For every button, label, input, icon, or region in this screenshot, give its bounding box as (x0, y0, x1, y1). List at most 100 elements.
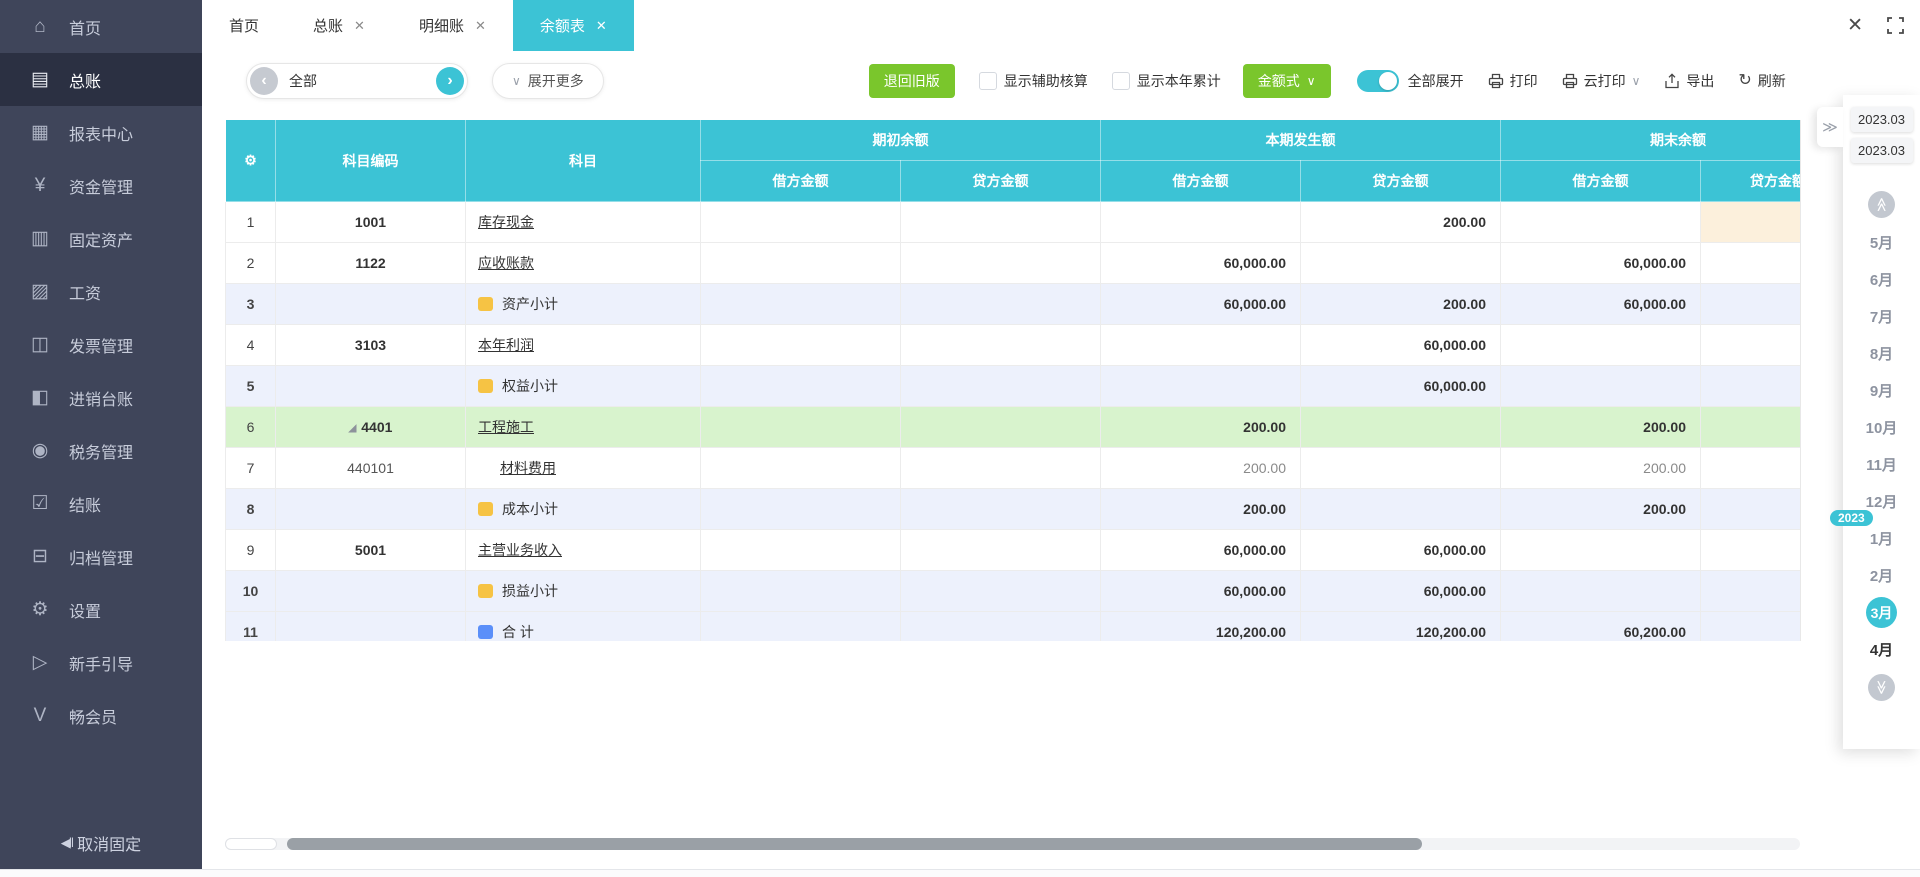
expand-triangle-icon[interactable]: ◢ (348, 423, 357, 434)
table-row[interactable]: 5 权益小计 60,000.00 (225, 365, 1800, 407)
sidebar-item-payroll[interactable]: ▨ 工资 (0, 265, 202, 318)
tab-close-icon[interactable]: ✕ (595, 17, 607, 33)
col-header-credit[interactable]: 贷方金额 (1700, 160, 1800, 202)
cloud-print-button[interactable]: 云打印 ∨ (1562, 71, 1640, 91)
show-ytd-checkbox[interactable]: 显示本年累计 (1111, 71, 1221, 91)
close-window-icon[interactable]: ✕ (1847, 15, 1863, 36)
group-header-opening-balance: 期初余额 (700, 120, 1101, 161)
month-item[interactable]: 3月 (1843, 594, 1920, 631)
month-item[interactable]: 5月 (1843, 224, 1920, 261)
col-header-subject-code[interactable]: 科目编码 (275, 120, 466, 202)
scrollbar-frozen-thumb[interactable] (225, 838, 277, 850)
back-to-old-version-button[interactable]: 退回旧版 (868, 63, 955, 98)
col-header-debit[interactable]: 借方金额 (700, 160, 901, 202)
scroll-months-down-icon[interactable]: ≫ (1868, 674, 1895, 701)
row-number: 11 (225, 611, 276, 641)
subject-code: 4401 (361, 419, 393, 435)
show-aux-checkbox[interactable]: 显示辅助核算 (978, 71, 1088, 91)
tab-home[interactable]: 首页 (202, 0, 286, 51)
sidebar-item-settings[interactable]: ⚙ 设置 (0, 583, 202, 636)
collapse-panel-handle[interactable]: ≫ (1817, 107, 1843, 147)
subject-name[interactable]: 库存现金 (478, 214, 534, 230)
table-row[interactable]: 6 ◢ 4401 工程施工 200.00 200.00 (225, 406, 1800, 448)
sidebar-item-fixed-assets[interactable]: ▥ 固定资产 (0, 212, 202, 265)
month-item[interactable]: 11月 (1843, 446, 1920, 483)
sidebar-item-invoice-management[interactable]: ◫ 发票管理 (0, 318, 202, 371)
month-item[interactable]: 4月 (1843, 631, 1920, 668)
fullscreen-icon[interactable] (1887, 17, 1904, 34)
print-button[interactable]: 打印 (1488, 71, 1538, 91)
sidebar-item-purchase-sale-ledger[interactable]: ◧ 进销台账 (0, 371, 202, 424)
table-row[interactable]: 2 1122 应收账款 60,000.00 60,000.00 (225, 242, 1800, 284)
amount-style-label: 金额式 (1257, 72, 1300, 89)
table-row[interactable]: 8 成本小计 200.00 200.00 (225, 488, 1800, 530)
checkbox-icon[interactable] (1111, 71, 1130, 90)
tab-bar: 首页 总账 ✕ 明细账 ✕ 余额表 ✕ ✕ (202, 0, 1920, 51)
subject-name[interactable]: 工程施工 (478, 419, 534, 435)
unpin-button[interactable]: ◀‖ 取消固定 (0, 831, 202, 855)
sidebar-item-general-ledger[interactable]: ▤ 总账 (0, 53, 202, 106)
tab-close-icon[interactable]: ✕ (474, 17, 486, 33)
table-row[interactable]: 9 5001 主营业务收入 60,000.00 60,000.00 (225, 529, 1800, 571)
period-to[interactable]: 2023.03 (1850, 138, 1913, 163)
sidebar-item-member[interactable]: V 畅会员 (0, 689, 202, 742)
column-settings-gear-icon[interactable]: ⚙ (225, 120, 276, 202)
expand-all-toggle-group: 全部展开 (1356, 69, 1464, 92)
checkbox-icon[interactable] (978, 71, 997, 90)
expand-more-button[interactable]: ∨ 展开更多 (492, 62, 604, 99)
tab-general-ledger[interactable]: 总账 ✕ (286, 0, 392, 51)
month-item[interactable]: 8月 (1843, 335, 1920, 372)
sidebar-item-report-center[interactable]: ▦ 报表中心 (0, 106, 202, 159)
table-row[interactable]: 11 合 计 120,200.00 120,200.00 60,200.00 (225, 611, 1800, 641)
subject-filter-select[interactable]: ‹ 全部 › (246, 62, 468, 99)
amount-style-dropdown-button[interactable]: 金额式 ∨ (1242, 63, 1331, 98)
col-header-subject[interactable]: 科目 (465, 120, 701, 202)
table-row[interactable]: 1 1001 库存现金 200.00 (225, 201, 1800, 243)
amount-cell (900, 324, 1101, 366)
tab-balance-sheet[interactable]: 余额表 ✕ (512, 0, 634, 51)
sidebar-item-home[interactable]: ⌂ 首页 (0, 0, 202, 53)
amount-cell (1300, 447, 1501, 489)
col-header-credit[interactable]: 贷方金额 (1300, 160, 1501, 202)
month-item[interactable]: 1月 2023 (1830, 510, 1920, 557)
col-header-debit[interactable]: 借方金额 (1500, 160, 1701, 202)
table-row[interactable]: 4 3103 本年利润 60,000.00 (225, 324, 1800, 366)
month-item[interactable]: 10月 (1843, 409, 1920, 446)
subject-name[interactable]: 材料费用 (500, 460, 556, 476)
tab-detail-ledger[interactable]: 明细账 ✕ (392, 0, 513, 51)
month-item[interactable]: 9月 (1843, 372, 1920, 409)
tab-close-icon[interactable]: ✕ (354, 17, 365, 33)
month-label: 7月 (1869, 309, 1894, 326)
table-row[interactable]: 3 资产小计 60,000.00 200.00 60,000.00 (225, 283, 1800, 325)
scroll-months-up-icon[interactable]: ≫ (1868, 191, 1895, 218)
filter-prev-icon[interactable]: ‹ (250, 66, 278, 95)
sidebar-item-archive-management[interactable]: ⊟ 归档管理 (0, 530, 202, 583)
table-row[interactable]: 10 损益小计 60,000.00 60,000.00 (225, 570, 1800, 612)
col-header-debit[interactable]: 借方金额 (1100, 160, 1301, 202)
refresh-button[interactable]: ↻ 刷新 (1738, 71, 1785, 91)
sidebar-item-funds-management[interactable]: ¥ 资金管理 (0, 159, 202, 212)
sidebar-item-label: 税务管理 (69, 444, 134, 462)
filter-next-icon[interactable]: › (436, 66, 464, 95)
export-button[interactable]: 导出 (1664, 71, 1714, 91)
table-row[interactable]: 7 440101 材料费用 200.00 200.00 (225, 447, 1800, 489)
expand-all-toggle[interactable] (1356, 69, 1399, 92)
month-item[interactable]: 2月 (1843, 557, 1920, 594)
export-label: 导出 (1686, 72, 1715, 89)
scrollbar-thumb[interactable] (287, 838, 1422, 850)
amount-cell (700, 201, 901, 243)
month-item[interactable]: 6月 (1843, 261, 1920, 298)
subject-name[interactable]: 本年利润 (478, 337, 534, 353)
month-item[interactable]: 12月 (1843, 483, 1920, 520)
horizontal-scrollbar[interactable] (225, 838, 1800, 850)
sidebar-item-beginner-guide[interactable]: ▷ 新手引导 (0, 636, 202, 689)
sidebar-item-label: 设置 (69, 603, 102, 621)
subject-name[interactable]: 应收账款 (478, 255, 534, 271)
sidebar-item-closing[interactable]: ☑ 结账 (0, 477, 202, 530)
sidebar-item-tax-management[interactable]: ◉ 税务管理 (0, 424, 202, 477)
month-item[interactable]: 7月 (1843, 298, 1920, 335)
subject-code-cell (275, 570, 466, 612)
col-header-credit[interactable]: 贷方金额 (900, 160, 1101, 202)
period-from[interactable]: 2023.03 (1850, 107, 1913, 132)
subject-name[interactable]: 主营业务收入 (478, 542, 562, 558)
